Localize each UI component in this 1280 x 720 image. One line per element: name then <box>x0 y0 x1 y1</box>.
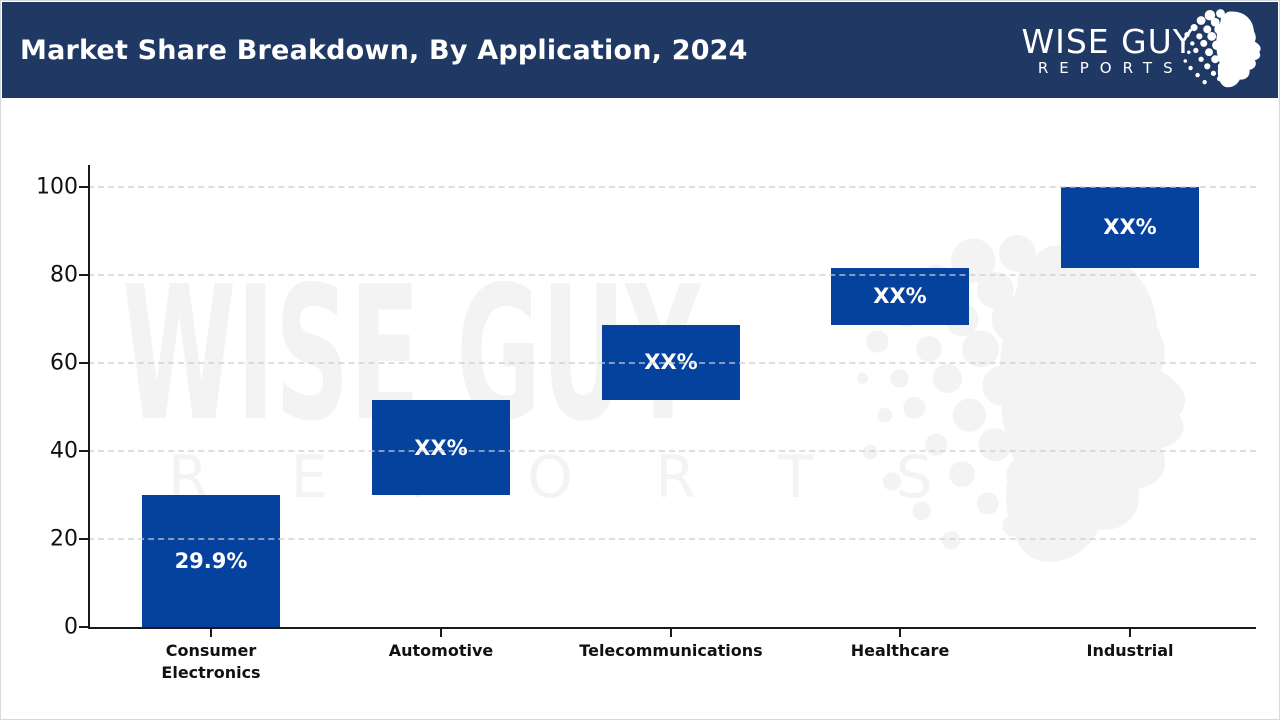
x-tick-label: Consumer Electronics <box>161 641 261 682</box>
y-tick-label: 0 <box>64 614 78 640</box>
y-tick-mark <box>79 450 88 452</box>
bar-segment: XX% <box>831 267 969 325</box>
x-tick-mark <box>210 629 212 637</box>
y-tick-mark <box>79 186 88 188</box>
bar-segment: XX% <box>1061 187 1199 268</box>
watermark-subtext: R E P O R T S <box>168 443 965 511</box>
x-tick-mark <box>899 629 901 637</box>
y-tick-label: 20 <box>50 526 78 552</box>
bar-segment: XX% <box>372 399 510 496</box>
x-tick-mark <box>440 629 442 637</box>
gridline <box>88 186 1256 188</box>
bar-value-label: XX% <box>414 435 468 460</box>
bar-value-label: XX% <box>873 284 927 309</box>
x-axis-line <box>88 627 1256 629</box>
x-tick-label: Telecommunications <box>579 641 763 660</box>
x-tick-label: Healthcare <box>850 641 950 660</box>
gridline <box>88 274 1256 276</box>
bar-value-label: XX% <box>1103 215 1157 240</box>
gridline <box>88 450 1256 452</box>
y-tick-label: 100 <box>36 174 78 200</box>
x-tick-mark <box>670 629 672 637</box>
logo-wordmark: WISE GUY <box>1021 21 1194 61</box>
wise-guy-reports-logo: WISE GUY REPORTS <box>1021 2 1268 98</box>
y-tick-mark <box>79 538 88 540</box>
y-tick-label: 80 <box>50 262 78 288</box>
dotted-head-profile-icon <box>1182 9 1261 88</box>
x-tick-label: Industrial <box>1086 641 1174 660</box>
y-tick-label: 40 <box>50 438 78 464</box>
x-tick-label: Automotive <box>388 641 494 660</box>
gridline <box>88 538 1256 540</box>
logo-subtext: REPORTS <box>1037 58 1184 77</box>
y-axis-line <box>88 165 90 629</box>
header-bar: Market Share Breakdown, By Application, … <box>2 2 1278 98</box>
page-title: Market Share Breakdown, By Application, … <box>20 34 748 66</box>
y-tick-mark <box>79 626 88 628</box>
gridline <box>88 362 1256 364</box>
y-tick-mark <box>79 274 88 276</box>
bar-segment: 29.9% <box>142 495 280 627</box>
bar-value-label: 29.9% <box>174 549 248 574</box>
y-tick-label: 60 <box>50 350 78 376</box>
logo-text: WISE GUY REPORTS <box>1021 25 1194 76</box>
y-tick-mark <box>79 362 88 364</box>
x-tick-mark <box>1129 629 1131 637</box>
